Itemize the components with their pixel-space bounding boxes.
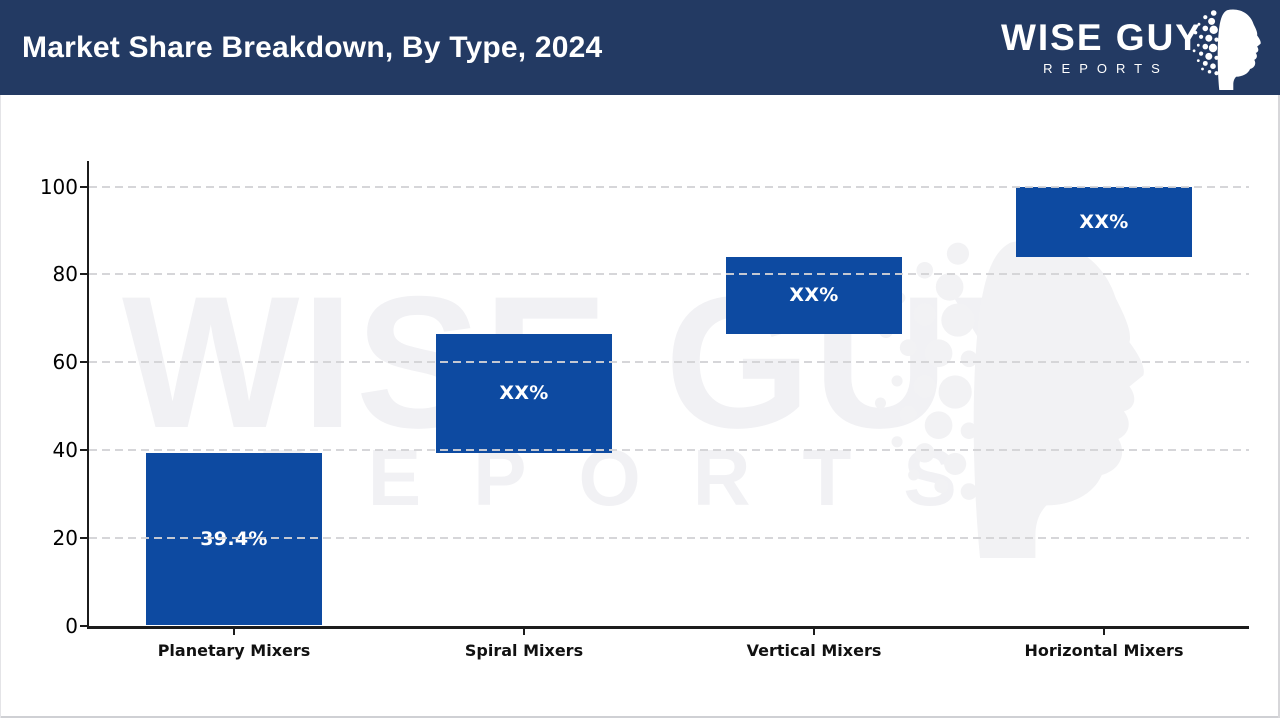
page-title: Market Share Breakdown, By Type, 2024 [22, 30, 603, 64]
y-axis-tick [80, 185, 87, 188]
x-axis-tick [1103, 629, 1105, 635]
x-axis-category-label: Horizontal Mixers [1024, 641, 1184, 660]
gridline-60 [89, 361, 1249, 364]
header-bar: Market Share Breakdown, By Type, 2024 WI… [0, 0, 1280, 95]
watermark-head-icon [858, 226, 1163, 558]
frame-bottom-line [0, 716, 1280, 718]
x-axis-tick [233, 629, 235, 635]
bar-vertical-mixers: XX% [726, 256, 902, 334]
bar-planetary-mixers: 39.4% [146, 452, 322, 626]
y-axis-tick [80, 536, 87, 539]
bar-spiral-mixers: XX% [436, 333, 612, 453]
gridline-20 [89, 536, 1249, 539]
y-axis-tick-label: 80 [52, 262, 78, 287]
x-axis-category-label: Vertical Mixers [746, 641, 882, 660]
y-axis-tick-label: 20 [52, 525, 78, 550]
x-axis-spine [87, 626, 1249, 629]
logo-wiseguy-label: WISE GUY [1000, 17, 1202, 58]
bar-horizontal-mixers: XX% [1016, 186, 1192, 257]
y-axis-tick-label: 40 [52, 437, 78, 462]
y-axis-tick [80, 448, 87, 451]
bar-value-label: 39.4% [200, 528, 268, 550]
y-axis-tick-label: 100 [39, 174, 78, 199]
frame-right-line [1278, 95, 1280, 718]
gridline-100 [89, 185, 1249, 188]
y-axis-tick-label: 0 [65, 613, 78, 638]
wiseguy-logo: WISE GUY REPORTS [1001, 6, 1266, 90]
bar-value-label: XX% [1079, 210, 1129, 233]
logo-reports-label: REPORTS [1043, 61, 1169, 76]
frame-left-line [0, 95, 1, 718]
x-axis-category-label: Planetary Mixers [157, 641, 311, 660]
x-axis-tick [813, 629, 815, 635]
y-axis-tick-label: 60 [52, 350, 78, 375]
gridline-80 [89, 273, 1249, 276]
x-axis-category-label: Spiral Mixers [464, 641, 584, 660]
bar-value-label: XX% [789, 284, 839, 307]
x-axis-tick [523, 629, 525, 635]
y-axis-tick [80, 361, 87, 364]
y-axis-tick [80, 273, 87, 276]
y-axis-spine [87, 161, 89, 629]
y-axis-tick [80, 624, 87, 627]
logo-text: WISE GUY REPORTS [1001, 19, 1202, 76]
gridline-40 [89, 448, 1249, 451]
bar-value-label: XX% [499, 382, 549, 405]
